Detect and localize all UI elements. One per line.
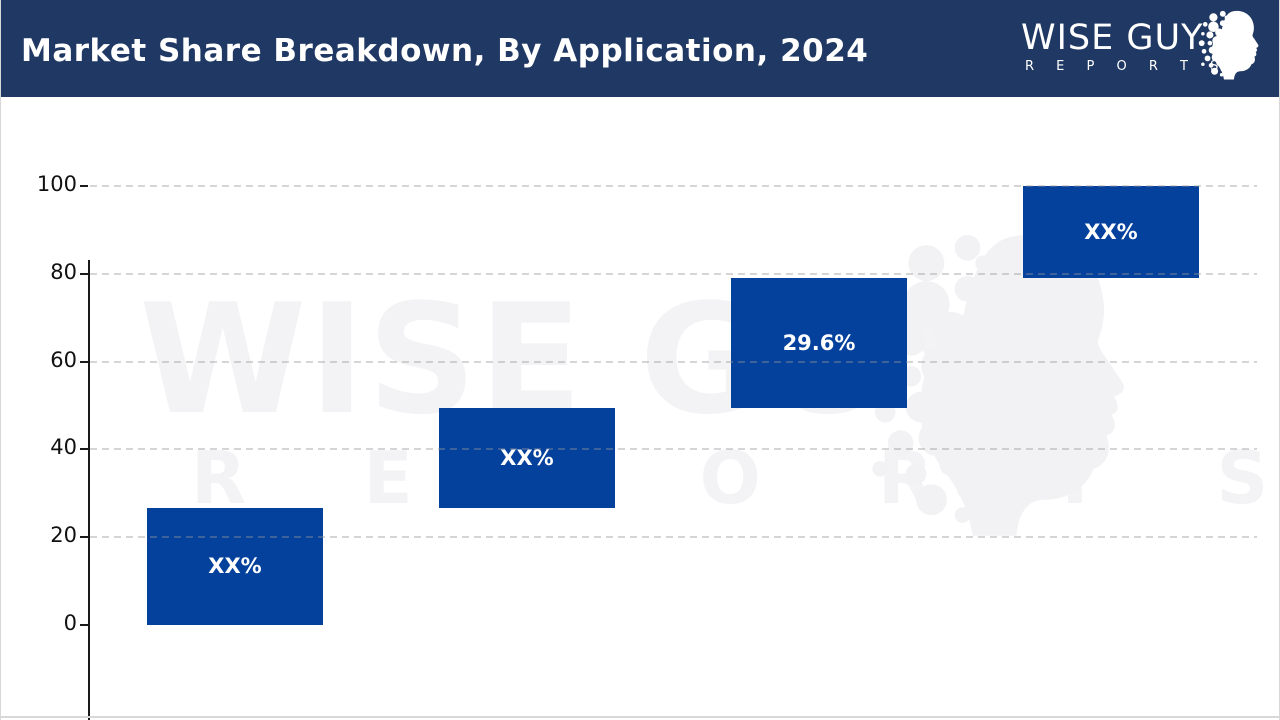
y-tick-label-0: 0 bbox=[63, 611, 77, 635]
bottom-divider bbox=[1, 716, 1279, 718]
y-tick-0 bbox=[80, 624, 88, 626]
bar-construction bbox=[147, 507, 323, 625]
bar-manufacturing bbox=[731, 278, 907, 409]
y-tick-40 bbox=[80, 448, 88, 451]
logo-primary-text: WISE GUY bbox=[1021, 18, 1204, 58]
gridline-20 bbox=[90, 536, 1257, 539]
bar-label-manufacturing: 29.6% bbox=[782, 331, 856, 356]
logo-head-icon bbox=[1189, 8, 1273, 90]
y-axis-line bbox=[88, 260, 90, 720]
wise-guy-logo: WISE GUY R E P O R T S bbox=[1021, 8, 1273, 90]
bar-label-emergency-services: XX% bbox=[1084, 220, 1138, 245]
gridline-100 bbox=[90, 185, 1257, 187]
y-tick-20 bbox=[80, 536, 88, 539]
header-bar: Market Share Breakdown, By Application, … bbox=[1, 0, 1279, 97]
logo-secondary-text: R E P O R T S bbox=[1025, 59, 1228, 74]
y-tick-100 bbox=[80, 185, 88, 187]
bar-transportation bbox=[439, 408, 615, 508]
gridline-60 bbox=[90, 360, 1257, 363]
gridline-40 bbox=[90, 448, 1257, 451]
y-tick-80 bbox=[80, 272, 88, 275]
bar-label-transportation: XX% bbox=[500, 445, 554, 470]
y-tick-label-40: 40 bbox=[50, 435, 77, 460]
y-tick-label-20: 20 bbox=[50, 523, 77, 548]
page-title: Market Share Breakdown, By Application, … bbox=[21, 33, 869, 69]
y-tick-label-80: 80 bbox=[50, 259, 77, 284]
y-tick-label-60: 60 bbox=[50, 347, 77, 372]
y-tick-label-100: 100 bbox=[36, 172, 77, 196]
logo-text: WISE GUY R E P O R T S bbox=[1021, 18, 1228, 74]
gridline-80 bbox=[90, 272, 1257, 275]
chart-plot-area: 020406080100XX%ConstructionXX%Transporta… bbox=[1, 97, 1279, 720]
bar-emergency-services bbox=[1023, 186, 1199, 279]
y-tick-60 bbox=[80, 360, 88, 363]
bar-label-construction: XX% bbox=[208, 554, 262, 579]
